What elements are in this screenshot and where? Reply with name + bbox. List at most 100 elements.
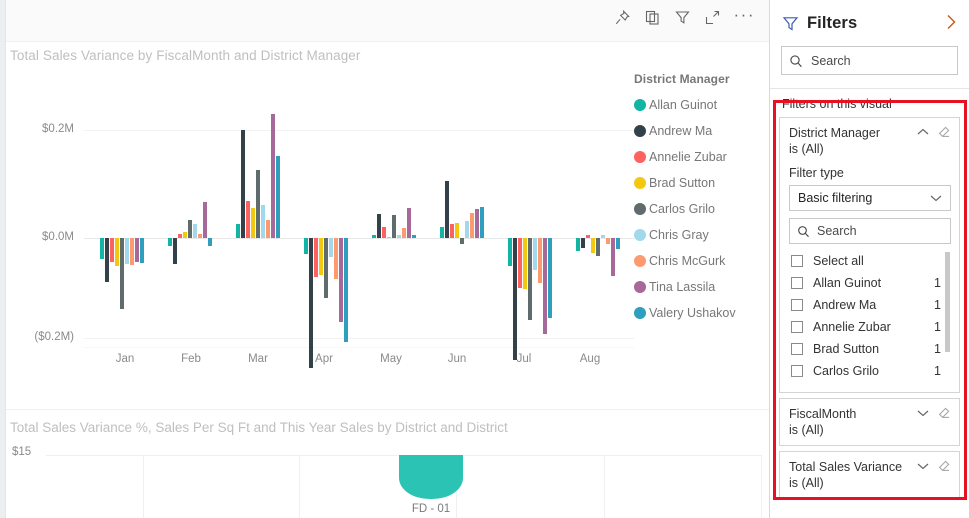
chart-bar[interactable] (371, 235, 376, 238)
chart-bar[interactable] (376, 213, 381, 238)
chart-bar[interactable] (475, 208, 480, 238)
chart-bar[interactable] (308, 238, 313, 368)
chart-bar[interactable] (99, 238, 104, 259)
chart-bar[interactable] (507, 238, 512, 267)
chart-bar[interactable] (303, 238, 308, 255)
legend-item-annelie-zubar[interactable]: Annelie Zubar (634, 144, 764, 170)
chart-bar[interactable] (439, 227, 444, 238)
chart-bar[interactable] (255, 169, 261, 238)
chart-bar[interactable] (125, 238, 130, 264)
clear-filter-icon[interactable] (938, 459, 952, 473)
chart-bar[interactable] (313, 238, 318, 277)
focus-mode-icon[interactable] (704, 9, 721, 26)
filter-value-row[interactable]: Andrew Ma 1 (789, 294, 951, 316)
chart-bar[interactable] (444, 181, 449, 238)
chart-bar[interactable] (527, 238, 533, 321)
chart-bar[interactable] (119, 238, 125, 310)
legend-item-carlos-grilo[interactable]: Carlos Grilo (634, 196, 764, 222)
chart-bar[interactable] (517, 238, 522, 288)
clear-filter-icon[interactable] (938, 406, 952, 420)
chart-bar[interactable] (271, 113, 276, 238)
chart-bar[interactable] (198, 233, 203, 238)
chart-bar[interactable] (266, 219, 271, 238)
copy-icon[interactable] (644, 9, 661, 26)
chevron-right-icon[interactable] (943, 13, 959, 31)
checkbox[interactable] (791, 299, 803, 311)
chart-bar[interactable] (538, 238, 543, 284)
chart-bar[interactable] (334, 238, 339, 280)
legend-item-allan-guinot[interactable]: Allan Guinot (634, 92, 764, 118)
chart-bar[interactable] (240, 130, 245, 238)
chart-bar[interactable] (245, 201, 250, 238)
chart-bar[interactable] (182, 231, 187, 238)
chart-bar[interactable] (318, 238, 323, 275)
visual2-bar-fd01[interactable] (399, 455, 463, 499)
filter-values-search-input[interactable]: Search (789, 218, 951, 244)
chart-bar[interactable] (177, 234, 182, 238)
section-more-options-icon[interactable]: ··· (938, 92, 957, 110)
chart-bar[interactable] (616, 238, 621, 249)
chart-bar[interactable] (522, 238, 527, 290)
chart-bar[interactable] (512, 238, 517, 360)
chart-bar[interactable] (595, 238, 601, 257)
checkbox[interactable] (791, 255, 803, 267)
checkbox[interactable] (791, 321, 803, 333)
chart-bar[interactable] (109, 238, 114, 262)
chart-bar[interactable] (114, 238, 119, 267)
legend-item-chris-mcgurk[interactable]: Chris McGurk (634, 248, 764, 274)
legend-item-brad-sutton[interactable]: Brad Sutton (634, 170, 764, 196)
chart-bar[interactable] (172, 238, 177, 264)
chart-bar[interactable] (533, 238, 538, 271)
chart-bar[interactable] (480, 206, 485, 238)
chart-bar[interactable] (397, 234, 402, 238)
checkbox[interactable] (791, 343, 803, 355)
chart-bar[interactable] (465, 220, 470, 238)
pin-icon[interactable] (614, 9, 631, 26)
chart-bar[interactable] (585, 235, 590, 238)
clear-filter-icon[interactable] (938, 125, 952, 139)
chart-bar[interactable] (208, 238, 213, 246)
chart-bar[interactable] (543, 238, 548, 335)
chart-bar[interactable] (575, 238, 580, 251)
chart-bar[interactable] (235, 223, 240, 238)
chart-bar[interactable] (386, 236, 391, 238)
chart-bar[interactable] (407, 207, 412, 238)
filter-card-district-manager[interactable]: District Manager is (All) Filter type Ba… (779, 117, 960, 393)
chart-bar[interactable] (402, 228, 407, 238)
filter-value-row[interactable]: Allan Guinot 1 (789, 272, 951, 294)
chart-bar[interactable] (601, 234, 606, 238)
chart-bar[interactable] (203, 202, 208, 238)
legend-item-valery-ushakov[interactable]: Valery Ushakov (634, 300, 764, 326)
chart-bar[interactable] (104, 238, 109, 283)
chart-bar[interactable] (449, 223, 454, 238)
more-options-icon[interactable]: ··· (733, 4, 755, 24)
chart-bar[interactable] (606, 238, 611, 245)
checkbox[interactable] (791, 277, 803, 289)
chevron-down-icon[interactable] (916, 406, 930, 420)
chart-bar[interactable] (611, 238, 616, 276)
chart-bar[interactable] (381, 227, 386, 238)
chart-bar[interactable] (130, 238, 135, 265)
chart-bar[interactable] (140, 238, 145, 263)
chart-bar[interactable] (580, 238, 585, 248)
legend-item-tina-lassila[interactable]: Tina Lassila (634, 274, 764, 300)
filter-value-row[interactable]: Annelie Zubar 1 (789, 316, 951, 338)
filters-search-input[interactable]: Search (781, 46, 958, 75)
filter-type-select[interactable]: Basic filtering (789, 185, 951, 211)
chart-bar[interactable] (323, 238, 329, 299)
chart-bar[interactable] (167, 238, 172, 246)
chart-bar[interactable] (459, 238, 465, 245)
chart-bar[interactable] (454, 222, 459, 238)
legend-item-chris-gray[interactable]: Chris Gray (634, 222, 764, 248)
chart-bar[interactable] (590, 238, 595, 254)
filter-icon[interactable] (674, 9, 691, 26)
chart-bar[interactable] (187, 219, 193, 238)
chart-bar[interactable] (276, 155, 281, 238)
filter-value-row[interactable]: Brad Sutton 1 (789, 338, 951, 360)
visual-sales-per-sqft-chart[interactable]: Total Sales Variance %, Sales Per Sq Ft … (6, 409, 769, 518)
chart-bar[interactable] (412, 235, 417, 238)
chart-bar[interactable] (391, 215, 397, 238)
chart-bar[interactable] (135, 238, 140, 262)
chart-bar[interactable] (329, 238, 334, 258)
chart-bar[interactable] (470, 213, 475, 238)
